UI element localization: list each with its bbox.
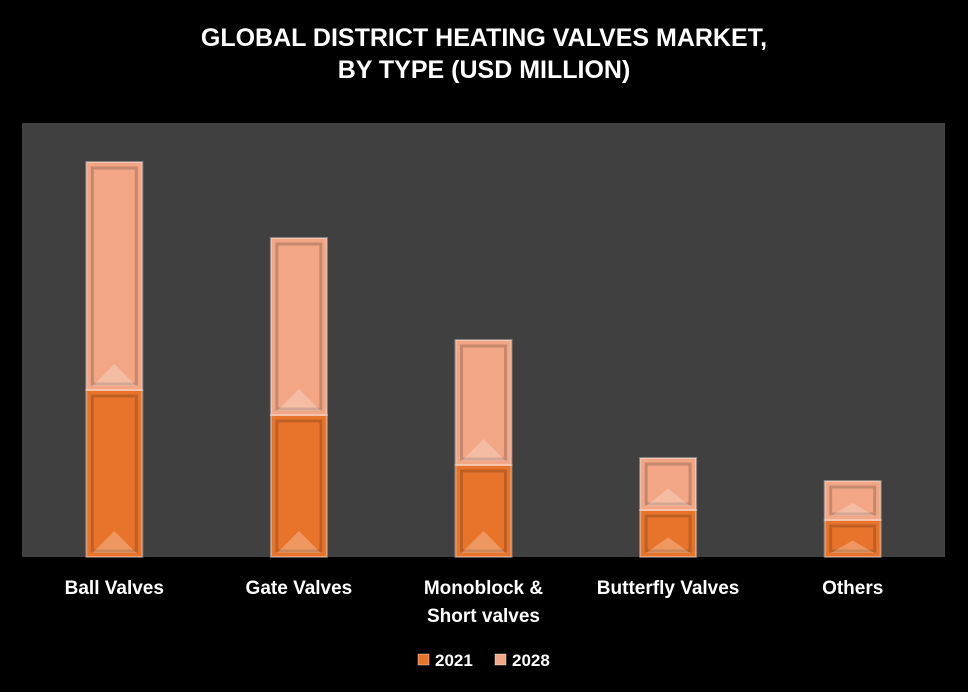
bar-bevel [275, 419, 323, 553]
bar-facet [646, 488, 691, 506]
bar-segment [85, 161, 144, 391]
x-tick-label: Monoblock & Short valves [424, 578, 544, 627]
bar-bevel [460, 344, 507, 461]
x-tick-label: Others [822, 578, 883, 599]
bar-segment [454, 464, 513, 558]
bar-segment [639, 457, 698, 511]
bar-facet [830, 540, 875, 553]
x-tick-label: Butterfly Valves [597, 578, 740, 599]
bar-facet [276, 531, 321, 553]
legend-label: 2021 [435, 651, 473, 670]
legend-swatch [417, 653, 430, 666]
chart-title: GLOBAL DISTRICT HEATING VALVES MARKET, BY… [201, 24, 767, 84]
bar-segment [85, 389, 144, 558]
bar-segment [823, 480, 882, 521]
bar-bevel [644, 462, 692, 506]
bar-bevel [460, 469, 507, 553]
bar-bevel [644, 514, 692, 553]
bar-facet [830, 503, 875, 516]
bar-segment [269, 237, 328, 416]
bar-bevel [829, 524, 877, 553]
bar-segment [454, 339, 513, 466]
bar-bevel [275, 242, 323, 411]
x-tick-label: Ball Valves [65, 578, 164, 599]
bar-bevel [90, 166, 138, 386]
bar-bevel [829, 485, 877, 516]
x-tick-label: Gate Valves [246, 578, 353, 599]
bar-facet [461, 439, 506, 461]
bar-bevel [90, 394, 138, 553]
bar-facet [646, 537, 691, 553]
legend-swatch [494, 653, 507, 666]
legend-label: 2028 [512, 651, 550, 670]
bar-facet [461, 531, 506, 553]
bar-facet [92, 364, 137, 386]
bar-facet [92, 531, 137, 553]
bar-facet [276, 389, 321, 411]
